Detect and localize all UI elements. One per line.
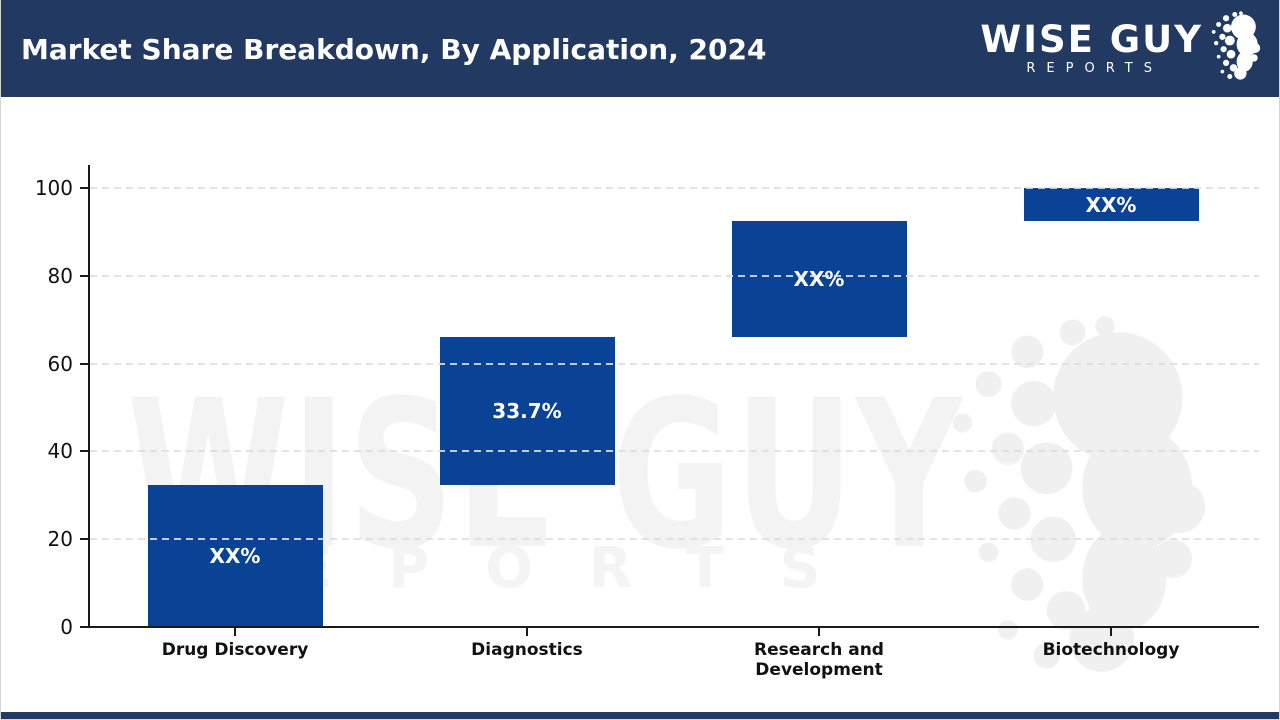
gridline-80 [90,274,1259,277]
bar-value-label-research-and-development: XX% [793,267,845,292]
y-tick-label-60: 60 [47,351,73,376]
y-tick-label-100: 100 [34,176,73,200]
plot-area: WISE GUY REPORTS 0 20 40 60 80 100 XX% Drug Dis… [1,97,1279,713]
logo-wordmark: WISE GUY [980,17,1203,61]
page-title: Market Share Breakdown, By Application, … [21,33,767,66]
gridline-40 [90,450,1259,453]
logo-head-icon [1205,8,1267,88]
y-tick-mark-40 [80,450,88,453]
gridline-100 [90,187,1259,189]
bar-biotechnology: XX% [1023,188,1199,222]
x-tick-mark-research-and-development [818,628,820,636]
y-tick-mark-20 [80,538,88,541]
bar-research-and-development: XX% [731,221,907,338]
x-axis-spine [88,626,1259,628]
logo-text: WISE GUY REPORTS [980,21,1203,76]
x-tick-mark-biotechnology [1110,628,1112,636]
y-tick-mark-60 [80,362,88,365]
y-tick-mark-0 [80,626,88,628]
x-tick-label-research-and-development: Research and Development [754,640,884,681]
header-bar: Market Share Breakdown, By Application, … [1,0,1279,97]
y-tick-label-40: 40 [47,439,73,464]
x-tick-mark-drug-discovery [234,628,236,636]
bar-drug-discovery: XX% [147,485,323,627]
logo-subtitle: REPORTS [1026,60,1163,76]
y-tick-mark-80 [80,274,88,277]
x-tick-label-diagnostics: Diagnostics [471,640,583,660]
bar-diagnostics: 33.7% [439,337,615,486]
y-tick-mark-100 [80,187,88,189]
x-tick-label-drug-discovery: Drug Discovery [161,640,309,660]
bar-value-label-drug-discovery: XX% [209,544,261,569]
bar-value-label-diagnostics: 33.7% [492,399,562,424]
y-tick-label-0: 0 [60,615,73,639]
y-axis-spine [88,165,90,628]
wise-guy-logo: WISE GUY REPORTS [980,8,1267,88]
x-tick-mark-diagnostics [526,628,528,636]
footer-bar [1,712,1279,719]
bar-value-label-biotechnology: XX% [1085,192,1137,217]
y-tick-label-20: 20 [47,527,73,552]
y-tick-label-80: 80 [47,263,73,288]
x-tick-label-biotechnology: Biotechnology [1042,640,1180,660]
gridline-20 [90,538,1259,541]
gridline-60 [90,362,1259,365]
